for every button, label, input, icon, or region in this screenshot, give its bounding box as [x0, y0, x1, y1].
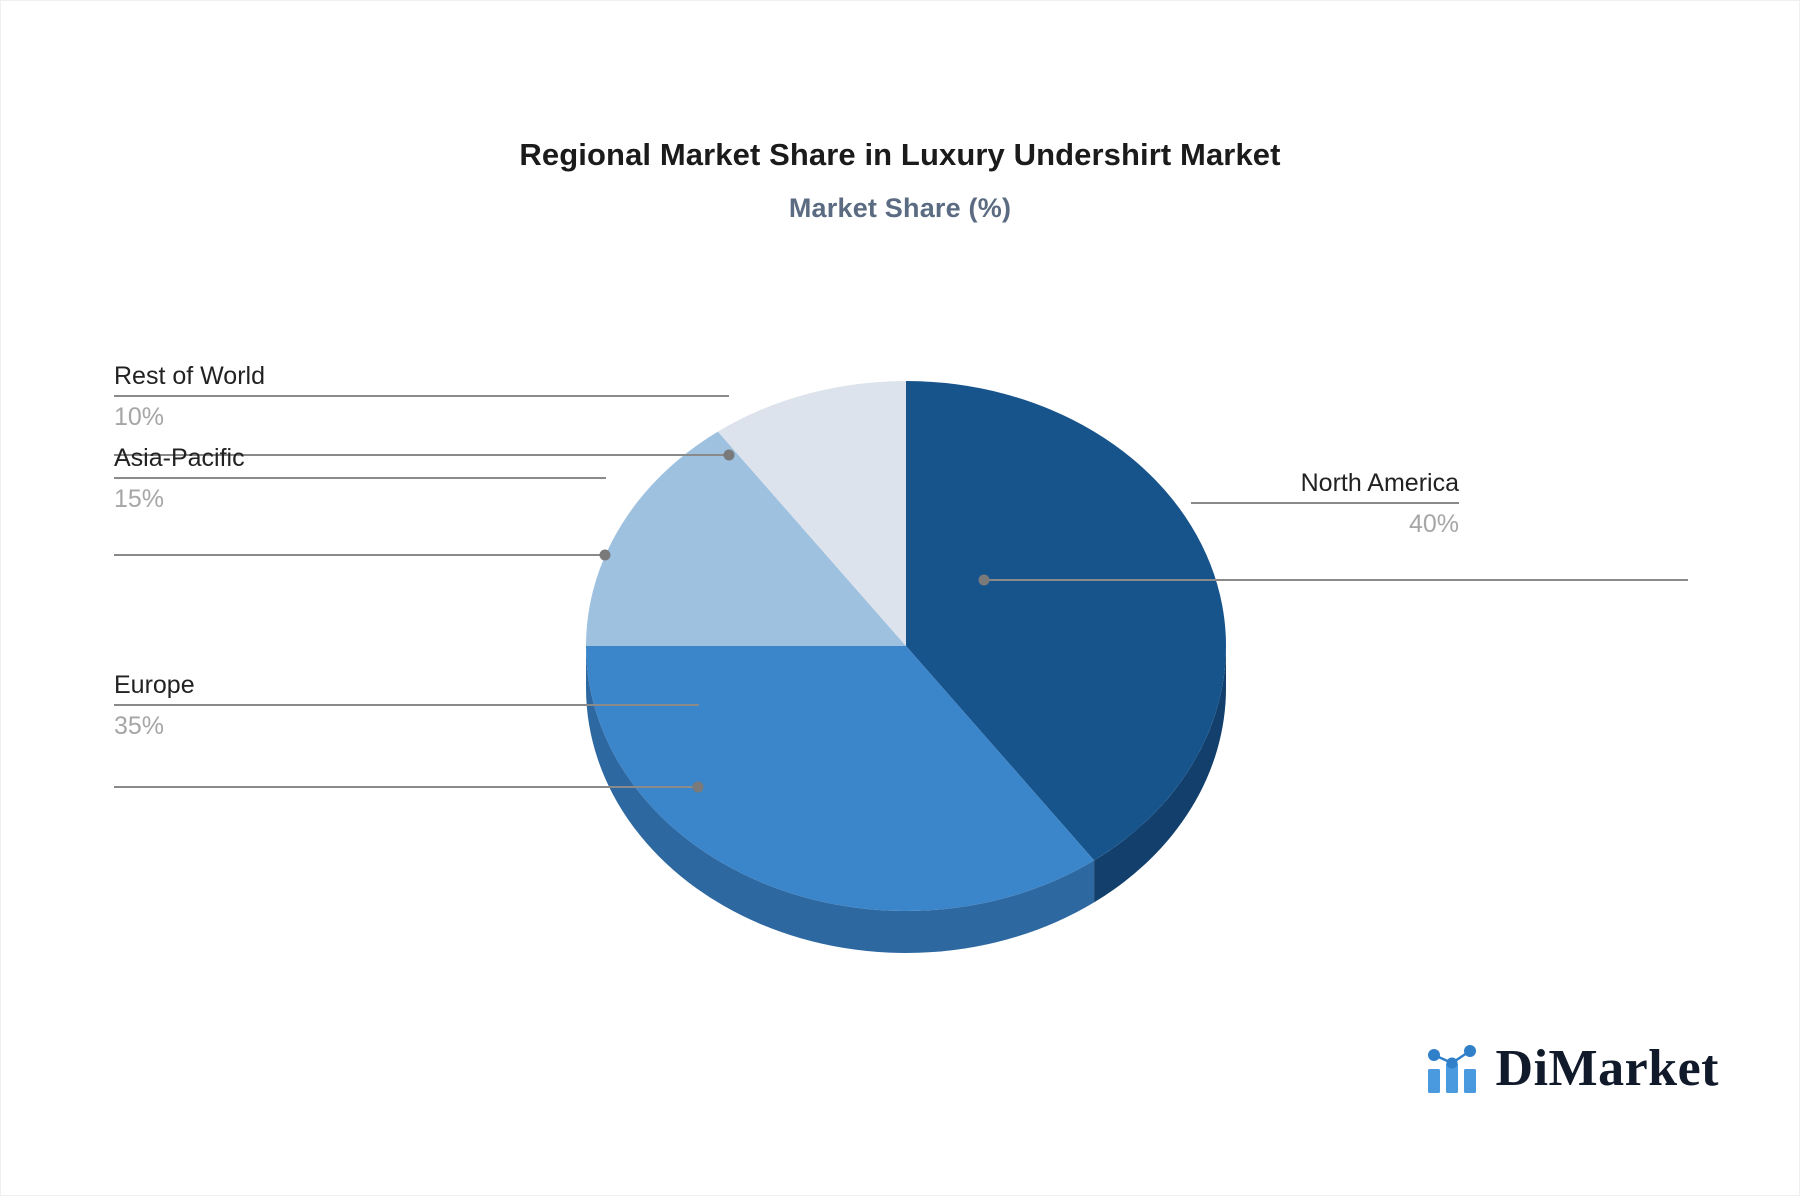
callout-value-north-america: 40%	[1408, 510, 1459, 538]
callout-label-rest-of-world: Rest of World	[114, 362, 265, 390]
callout-label-north-america: North America	[1300, 469, 1459, 497]
callout-asia-pacific[interactable]: Asia-Pacific 15%	[114, 443, 606, 516]
callout-value-europe: 35%	[114, 712, 165, 740]
callout-value-rest-of-world: 10%	[114, 403, 165, 431]
pie-slice-europe[interactable]	[586, 646, 1095, 912]
brand-name: DiMarket	[1495, 1040, 1719, 1097]
bar-chart-icon	[1427, 1045, 1476, 1093]
pie-depth-wall	[586, 646, 1226, 954]
pie-side-north-america	[1094, 646, 1226, 903]
callout-rest-of-world[interactable]: Rest of World 10%	[114, 361, 729, 434]
callout-rule-asia-pacific	[114, 477, 606, 479]
pie-slice-asia-pacific[interactable]	[586, 431, 906, 646]
chart-title: Regional Market Share in Luxury Undershi…	[519, 137, 1281, 172]
leader-dots	[599, 449, 990, 793]
callout-europe[interactable]: Europe 35%	[114, 670, 699, 743]
pie-slice-north-america[interactable]	[906, 381, 1227, 861]
callout-rule-europe	[114, 704, 699, 706]
pie-slice-rest-of-world[interactable]	[717, 381, 906, 646]
leader-dot-asia-pacific	[599, 549, 611, 561]
callout-label-europe: Europe	[114, 671, 195, 699]
callout-label-asia-pacific: Asia-Pacific	[114, 444, 245, 472]
leader-dot-europe	[692, 781, 704, 793]
callout-rule-rest-of-world	[114, 395, 729, 397]
callout-rule-north-america	[1191, 502, 1459, 504]
leader-dot-north-america	[978, 574, 990, 586]
pie-slices	[586, 381, 1227, 912]
pie-side-europe	[586, 646, 1095, 954]
leader-lines	[114, 454, 1688, 788]
callout-north-america[interactable]: North America 40%	[1191, 468, 1459, 541]
brand-logo: DiMarket	[1426, 1041, 1719, 1097]
leader-dot-rest-of-world	[723, 449, 735, 461]
callout-value-asia-pacific: 15%	[114, 485, 165, 513]
chart-subtitle: Market Share (%)	[788, 193, 1012, 223]
